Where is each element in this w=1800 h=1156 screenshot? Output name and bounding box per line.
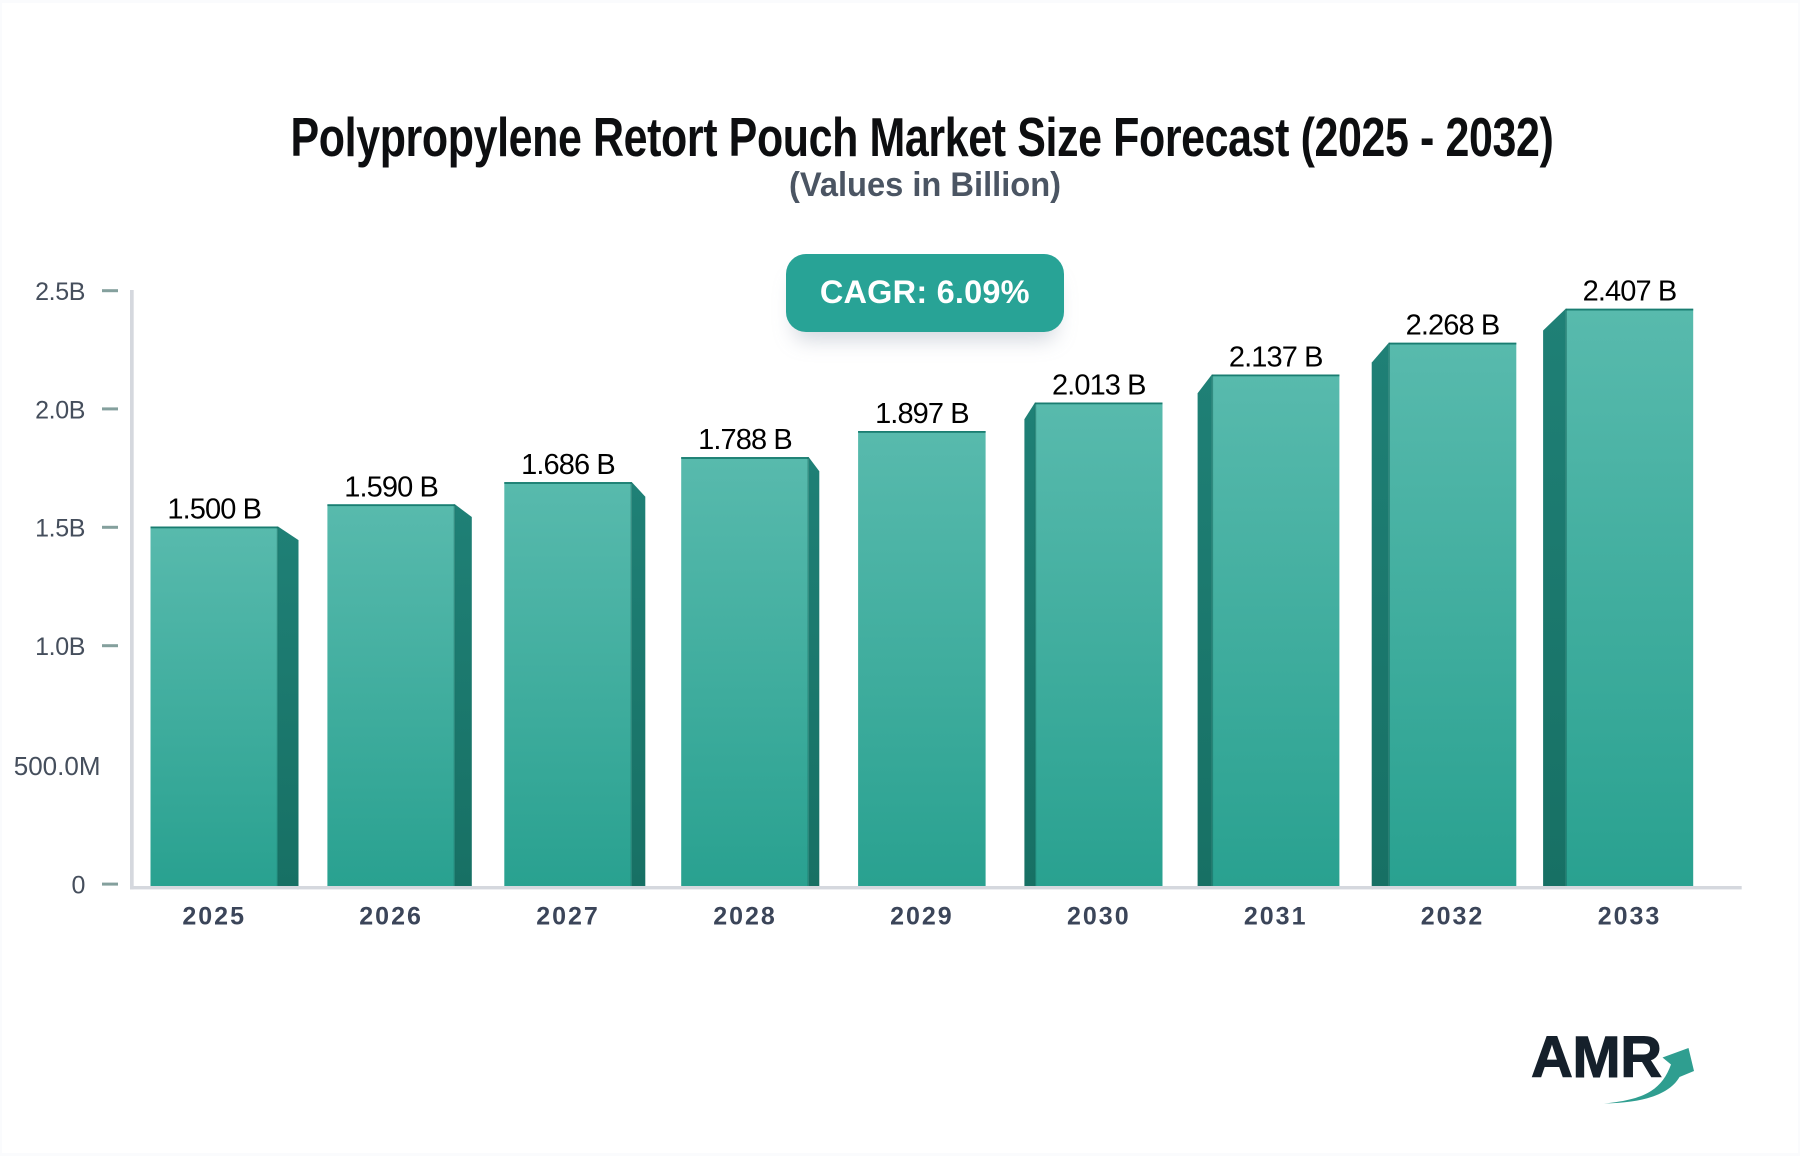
svg-text:1.5B: 1.5B bbox=[35, 515, 85, 543]
svg-text:2.137 B: 2.137 B bbox=[1229, 342, 1323, 374]
svg-text:500.0M: 500.0M bbox=[14, 751, 101, 781]
svg-text:2033: 2033 bbox=[1598, 903, 1662, 931]
svg-text:2031: 2031 bbox=[1244, 903, 1308, 931]
svg-text:2025: 2025 bbox=[182, 903, 246, 931]
svg-text:2029: 2029 bbox=[890, 903, 954, 931]
svg-text:2027: 2027 bbox=[536, 903, 600, 931]
svg-text:2028: 2028 bbox=[713, 903, 777, 931]
svg-text:1.686 B: 1.686 B bbox=[521, 449, 615, 481]
svg-text:2.0B: 2.0B bbox=[35, 396, 85, 424]
svg-text:2.013 B: 2.013 B bbox=[1052, 370, 1146, 402]
svg-text:2026: 2026 bbox=[359, 903, 423, 931]
svg-text:2030: 2030 bbox=[1067, 903, 1131, 931]
svg-text:2.268 B: 2.268 B bbox=[1406, 310, 1500, 342]
svg-text:1.500 B: 1.500 B bbox=[167, 494, 261, 526]
svg-text:1.0B: 1.0B bbox=[35, 633, 85, 661]
svg-text:1.788 B: 1.788 B bbox=[698, 424, 792, 456]
svg-text:2.407 B: 2.407 B bbox=[1583, 276, 1677, 308]
svg-text:1.897 B: 1.897 B bbox=[875, 398, 969, 430]
svg-text:0: 0 bbox=[71, 872, 85, 900]
svg-text:2.5B: 2.5B bbox=[35, 278, 85, 306]
svg-text:1.590 B: 1.590 B bbox=[344, 471, 438, 503]
svg-text:2032: 2032 bbox=[1421, 903, 1485, 931]
